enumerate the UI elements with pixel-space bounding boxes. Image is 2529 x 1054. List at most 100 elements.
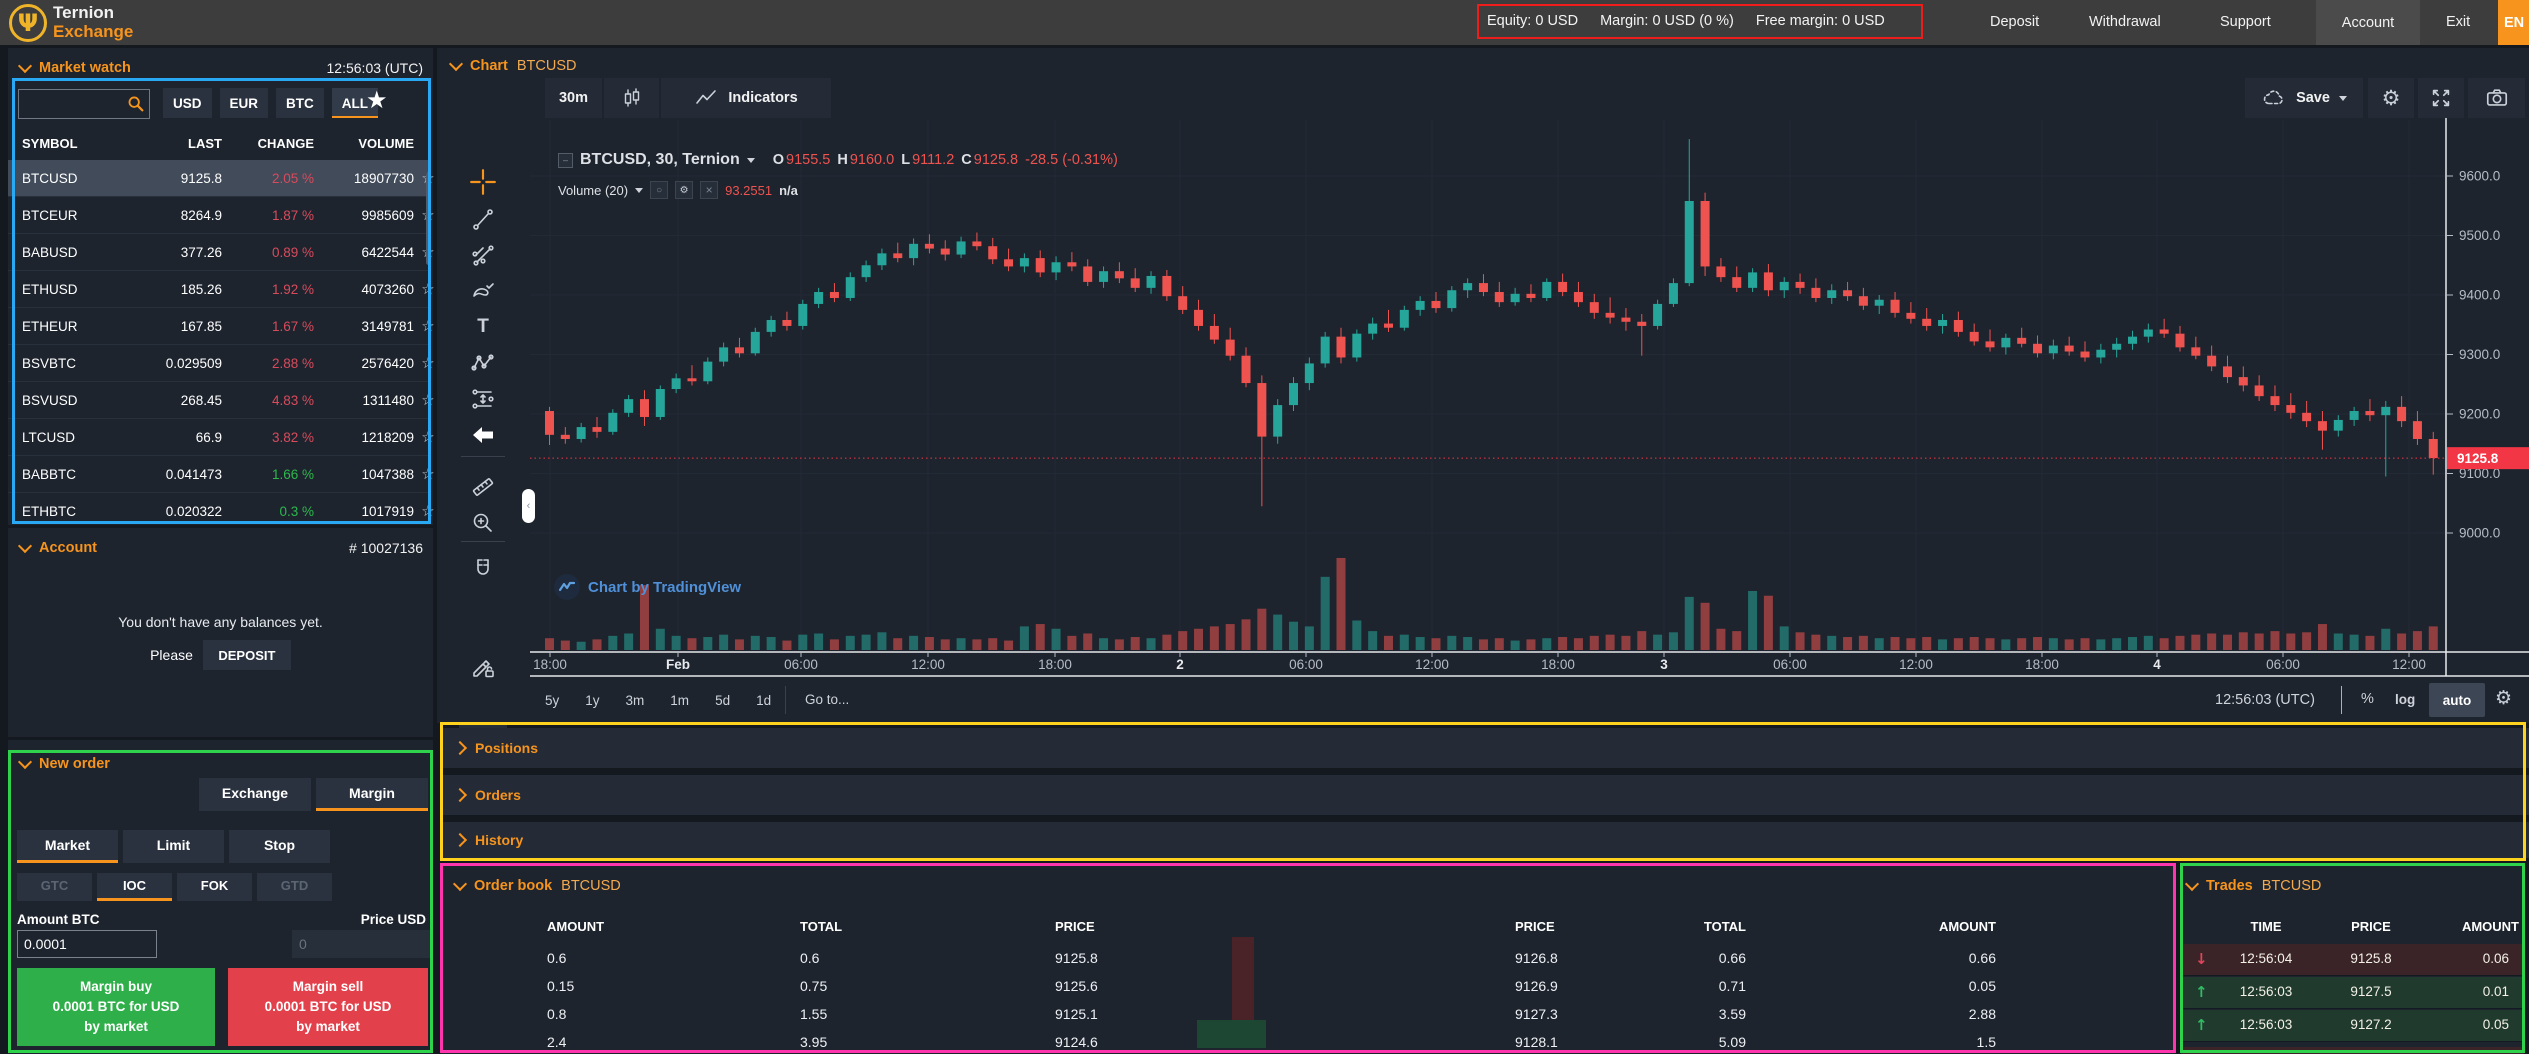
ob-bid-cell[interactable]: 0.6 [800,950,820,966]
column-header-last[interactable]: LAST [188,136,222,151]
tif-tab-fok[interactable]: FOK [177,873,252,901]
fullscreen-button[interactable] [2418,78,2464,118]
auto-scale-button[interactable]: auto [2429,683,2485,717]
percent-scale-button[interactable]: % [2361,691,2374,707]
ob-bid-cell[interactable]: 9125.8 [1055,950,1098,966]
filter-btc[interactable]: BTC [276,88,324,118]
nav-deposit[interactable]: Deposit [1990,14,2040,30]
projection-tool[interactable] [461,382,505,416]
amount-input[interactable] [17,930,157,958]
new-order-header[interactable]: New order [17,754,110,772]
chart-settings-button[interactable]: ⚙ [2368,78,2414,118]
ob-ask-cell[interactable]: 3.59 [1718,1006,1746,1022]
search-input[interactable] [19,96,126,112]
zoom-in-tool[interactable] [461,506,505,540]
search-icon[interactable] [126,94,146,114]
symbol-search[interactable] [18,89,150,119]
filter-all[interactable]: ALL [331,88,379,118]
column-header-change[interactable]: CHANGE [257,136,314,151]
tif-tab-gtd[interactable]: GTD [257,873,332,901]
brush-tool[interactable] [461,274,505,308]
nav-withdrawal[interactable]: Withdrawal [2089,14,2161,30]
filter-usd[interactable]: USD [163,88,212,118]
ob-bid-cell[interactable]: 9125.6 [1055,978,1098,994]
crosshair-tool[interactable] [461,165,505,199]
ob-ask-cell[interactable]: 0.66 [1968,950,1996,966]
back-arrow-tool[interactable] [461,418,505,452]
lock-drawings-tool[interactable] [461,650,505,684]
ob-ask-cell[interactable]: 9126.9 [1515,978,1558,994]
ob-bid-cell[interactable]: 9124.6 [1055,1034,1098,1050]
type-tab-limit[interactable]: Limit [123,830,224,863]
gann-fib-tool[interactable] [461,238,505,272]
trade-row[interactable]: ↑ 12:56:03 9127.5 0.01 [2181,977,2524,1009]
ob-bid-cell[interactable]: 9125.1 [1055,1006,1098,1022]
favorites-star-icon[interactable]: ★ [366,87,388,114]
ob-bid-cell[interactable]: 3.95 [800,1034,828,1050]
market-watch-row[interactable]: LTCUSD 66.9 3.82 % 1218209 ☆ [8,419,435,456]
measure-tool[interactable] [461,470,505,504]
chart-legend[interactable]: – BTCUSD, 30, Ternion O 9155.5 H 9160.0 … [558,151,1118,169]
order-book-header[interactable]: Order book BTCUSD [452,876,621,894]
market-watch-row[interactable]: ETHBTC 0.020322 0.3 % 1017919 ☆ [8,493,435,530]
price-input[interactable] [292,930,432,958]
chart-style-button[interactable] [604,78,659,118]
log-scale-button[interactable]: log [2395,692,2416,707]
range-5y[interactable]: 5y [545,692,560,708]
study-visibility-icon[interactable]: ○ [650,181,669,199]
volume-legend[interactable]: Volume (20) ○ ⚙ × 93.2551 n/a [558,181,798,199]
account-header[interactable]: Account [17,538,97,556]
collapse-legend-icon[interactable]: – [558,152,573,168]
favorite-star-icon[interactable]: ☆ [421,355,435,372]
trades-header[interactable]: Trades BTCUSD [2184,876,2321,894]
text-tool[interactable]: T [477,316,489,337]
nav-support[interactable]: Support [2220,14,2271,30]
market-watch-scrollbar[interactable] [426,173,431,265]
trade-row[interactable]: ↓ 12:56:04 9125.8 0.06 [2181,944,2524,976]
range-1y[interactable]: 1y [585,692,600,708]
mode-tab-exchange[interactable]: Exchange [199,778,311,811]
trade-row[interactable]: ↑ 12:56:03 9127.2 0.05 [2181,1010,2524,1042]
type-tab-stop[interactable]: Stop [229,830,330,863]
ob-bid-cell[interactable]: 0.8 [547,1006,567,1022]
deposit-button[interactable]: DEPOSIT [202,640,291,670]
range-3m[interactable]: 3m [625,692,645,708]
chart-clock[interactable]: 12:56:03 (UTC) [2215,692,2315,708]
favorite-star-icon[interactable]: ☆ [421,429,435,446]
column-header-volume[interactable]: VOLUME [358,136,414,151]
favorite-star-icon[interactable]: ☆ [421,281,435,298]
favorite-star-icon[interactable]: ☆ [421,392,435,409]
ob-ask-cell[interactable]: 2.88 [1968,1006,1996,1022]
ob-ask-cell[interactable]: 9126.8 [1515,950,1558,966]
ob-ask-cell[interactable]: 0.66 [1718,950,1746,966]
mode-tab-margin[interactable]: Margin [316,778,428,811]
candlestick-chart[interactable]: 9600.0 9500.0 9400.0 9300.0 9200.0 9100.0 9000… [437,48,2529,723]
save-button[interactable]: Save [2245,78,2363,118]
indicators-button[interactable]: Indicators [661,78,831,118]
type-tab-market[interactable]: Market [17,830,118,863]
favorite-star-icon[interactable]: ☆ [421,503,435,520]
nav-exit[interactable]: Exit [2446,14,2471,30]
positions-accordion[interactable]: Positions [443,728,2529,768]
range-1m[interactable]: 1m [670,692,690,708]
favorite-star-icon[interactable]: ☆ [421,318,435,335]
pattern-tool[interactable] [461,346,505,380]
study-settings-icon[interactable]: ⚙ [675,181,694,199]
nav-account[interactable]: Account [2316,0,2420,45]
ob-bid-cell[interactable]: 2.4 [547,1034,567,1050]
market-watch-row[interactable]: BSVUSD 268.45 4.83 % 1311480 ☆ [8,382,435,419]
ob-ask-cell[interactable]: 9127.3 [1515,1006,1558,1022]
margin-buy-button[interactable]: Margin buy 0.0001 BTC for USD by market [17,968,215,1046]
margin-sell-button[interactable]: Margin sell 0.0001 BTC for USD by market [228,968,428,1046]
market-watch-row[interactable]: ETHEUR 167.85 1.67 % 3149781 ☆ [8,308,435,345]
market-watch-header[interactable]: Market watch [17,58,131,76]
study-remove-icon[interactable]: × [700,181,719,199]
ob-bid-cell[interactable]: 0.15 [547,978,575,994]
interval-button[interactable]: 30m [545,78,602,118]
orders-accordion[interactable]: Orders [443,775,2529,815]
screenshot-button[interactable] [2468,78,2525,118]
range-5d[interactable]: 5d [715,692,731,708]
ob-bid-cell[interactable]: 0.6 [547,950,567,966]
